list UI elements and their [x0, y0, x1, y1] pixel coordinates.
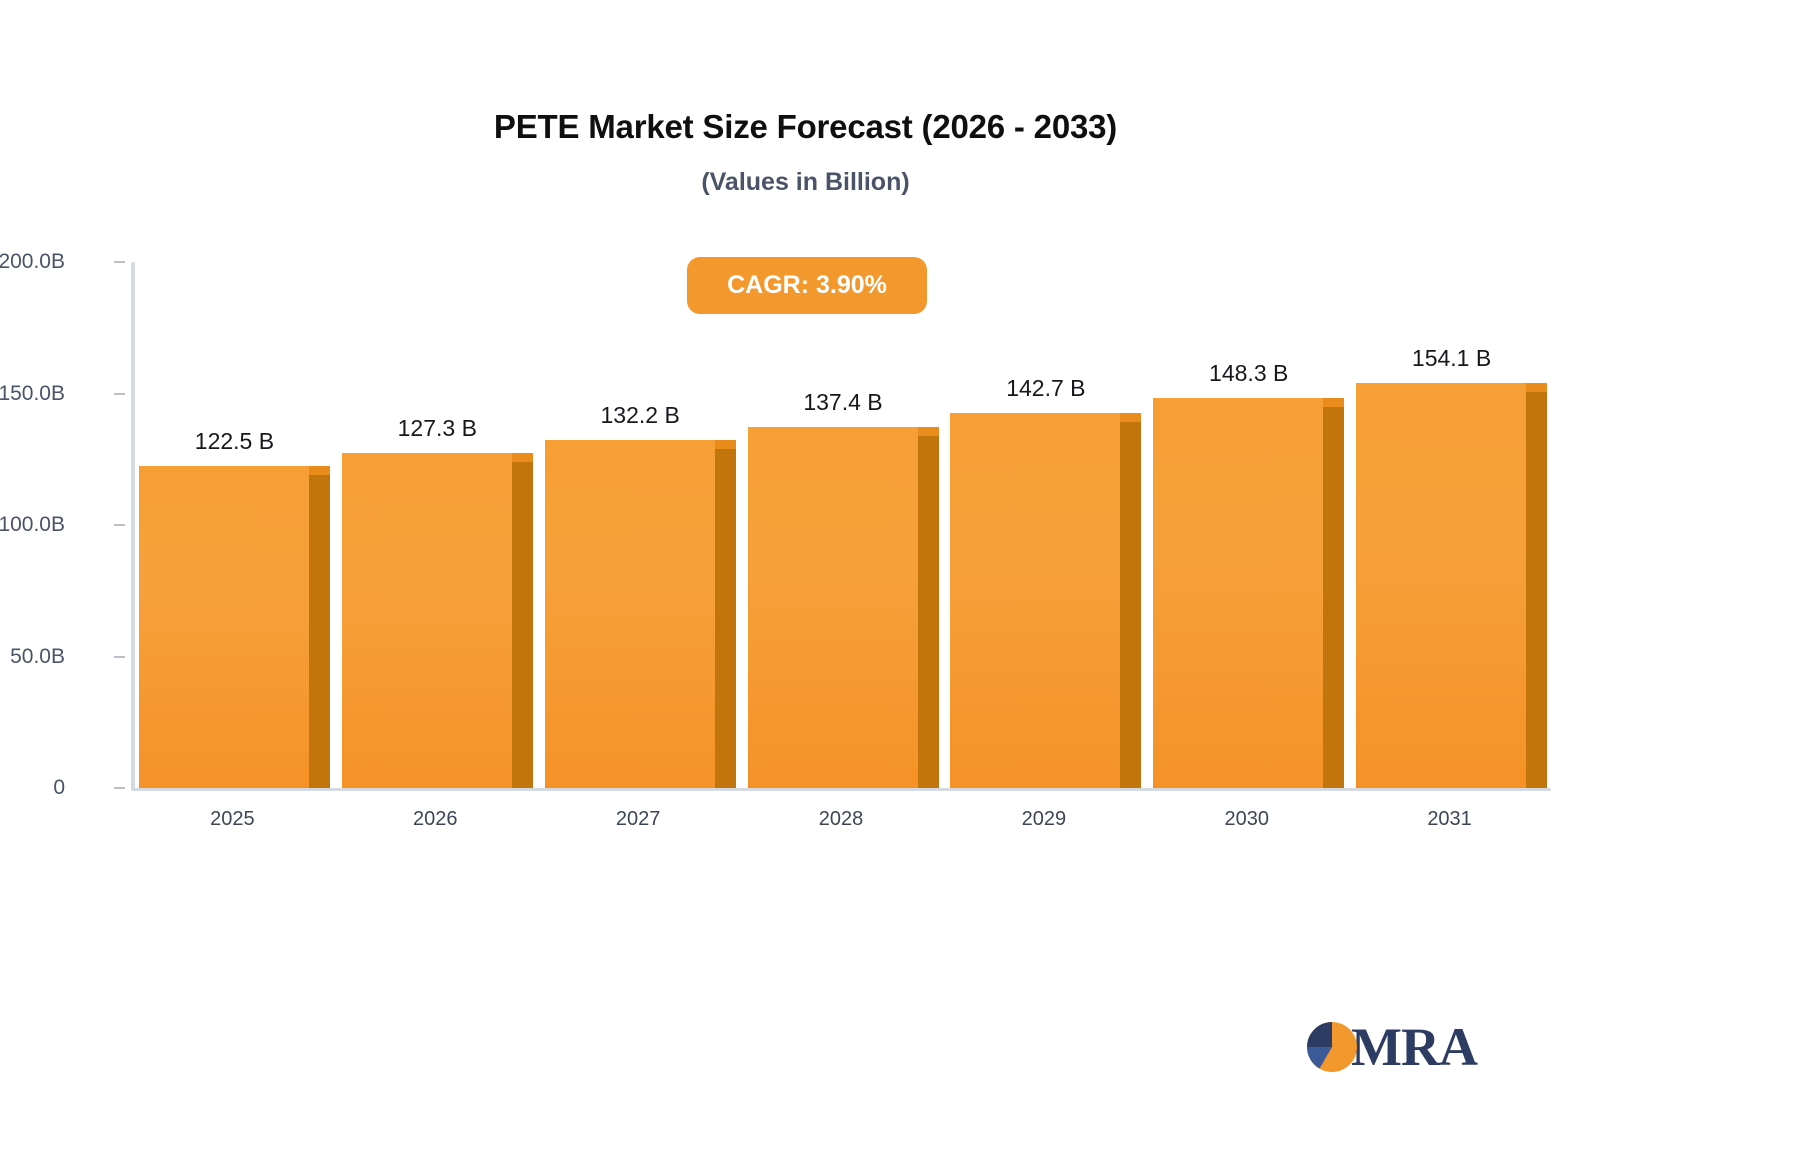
bar-side-face — [714, 449, 736, 788]
y-axis-tick-mark — [114, 392, 125, 395]
bar-front-face — [1153, 397, 1324, 788]
pie-chart-icon — [1305, 1020, 1359, 1074]
y-axis-tick-label: 50.0B — [10, 644, 65, 668]
x-axis-tick-label: 2029 — [1021, 808, 1067, 830]
bar — [950, 412, 1142, 788]
bar-side-face — [511, 462, 533, 788]
bar-side-face — [1323, 406, 1345, 788]
bar — [341, 453, 533, 788]
bar — [747, 426, 939, 788]
x-axis-tick-label: 2025 — [210, 808, 255, 830]
bar-front-face — [1356, 382, 1527, 788]
bar-front-face — [950, 412, 1121, 788]
y-axis-tick-label: 200.0B — [0, 250, 65, 273]
bar-value-label: 142.7 B — [1006, 374, 1086, 401]
bar-top-face — [308, 465, 330, 475]
x-axis-tick-label: 2026 — [413, 808, 458, 830]
bar-top-face — [917, 426, 939, 436]
bar-value-label: 127.3 B — [397, 415, 477, 442]
cagr-badge-label: CAGR: 3.90% — [727, 271, 887, 299]
y-axis-tick-label: 150.0B — [0, 381, 65, 405]
y-axis-tick-mark — [114, 524, 125, 526]
chart-title: PETE Market Size Forecast (2026 - 2033) — [493, 108, 1118, 145]
bar-value-label: 132.2 B — [600, 402, 680, 429]
bar-top-face — [511, 453, 533, 463]
mra-logo: MRA — [1305, 1013, 1505, 1081]
bar — [1356, 382, 1548, 788]
bar — [138, 465, 330, 788]
bar — [544, 440, 736, 788]
x-axis-tick-label: 2031 — [1427, 808, 1472, 830]
cagr-badge: CAGR: 3.90% — [687, 257, 927, 314]
bar-value-label: 154.1 B — [1411, 344, 1492, 371]
bar — [1153, 397, 1345, 788]
x-axis-line — [131, 788, 1551, 791]
bar-side-face — [308, 474, 330, 788]
bar-front-face — [747, 426, 918, 788]
y-axis-tick-mark — [114, 787, 125, 789]
bar-value-label: 148.3 B — [1209, 359, 1289, 386]
y-axis-line — [131, 262, 135, 790]
bar-front-face — [341, 453, 512, 788]
bar-front-face — [138, 465, 309, 788]
y-axis-tick-label: 0 — [53, 776, 65, 799]
bar-value-label: 137.4 B — [803, 388, 883, 415]
y-axis-tick-label: 100.0B — [0, 513, 65, 536]
bar-side-face — [1120, 421, 1142, 788]
y-axis-tick-mark — [114, 261, 125, 263]
x-axis-tick-label: 2027 — [615, 808, 661, 830]
chart-subtitle: (Values in Billion) — [701, 168, 910, 196]
logo-wordmark: MRA — [1351, 1017, 1478, 1077]
bar-value-label: 122.5 B — [194, 427, 275, 454]
y-axis-tick-mark — [114, 655, 125, 658]
bar-top-face — [1120, 412, 1142, 422]
bar-top-face — [1323, 397, 1345, 407]
bar-front-face — [544, 440, 715, 788]
bar-side-face — [1526, 391, 1548, 788]
bar-top-face — [714, 440, 736, 450]
x-axis-tick-label: 2028 — [818, 808, 864, 830]
x-axis-tick-label: 2030 — [1224, 808, 1269, 830]
bar-side-face — [917, 435, 939, 788]
bar-top-face — [1526, 382, 1548, 392]
